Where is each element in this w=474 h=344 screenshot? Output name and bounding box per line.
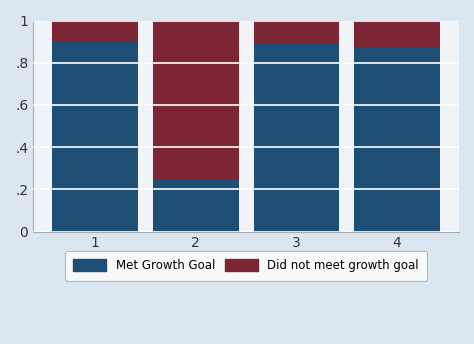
Bar xyxy=(53,42,138,232)
Bar xyxy=(354,21,440,47)
Bar xyxy=(254,44,339,232)
Bar xyxy=(354,47,440,232)
Bar xyxy=(153,179,238,232)
Legend: Met Growth Goal, Did not meet growth goal: Met Growth Goal, Did not meet growth goa… xyxy=(65,251,427,281)
Bar xyxy=(254,21,339,44)
Bar xyxy=(153,21,238,179)
Bar xyxy=(53,21,138,42)
